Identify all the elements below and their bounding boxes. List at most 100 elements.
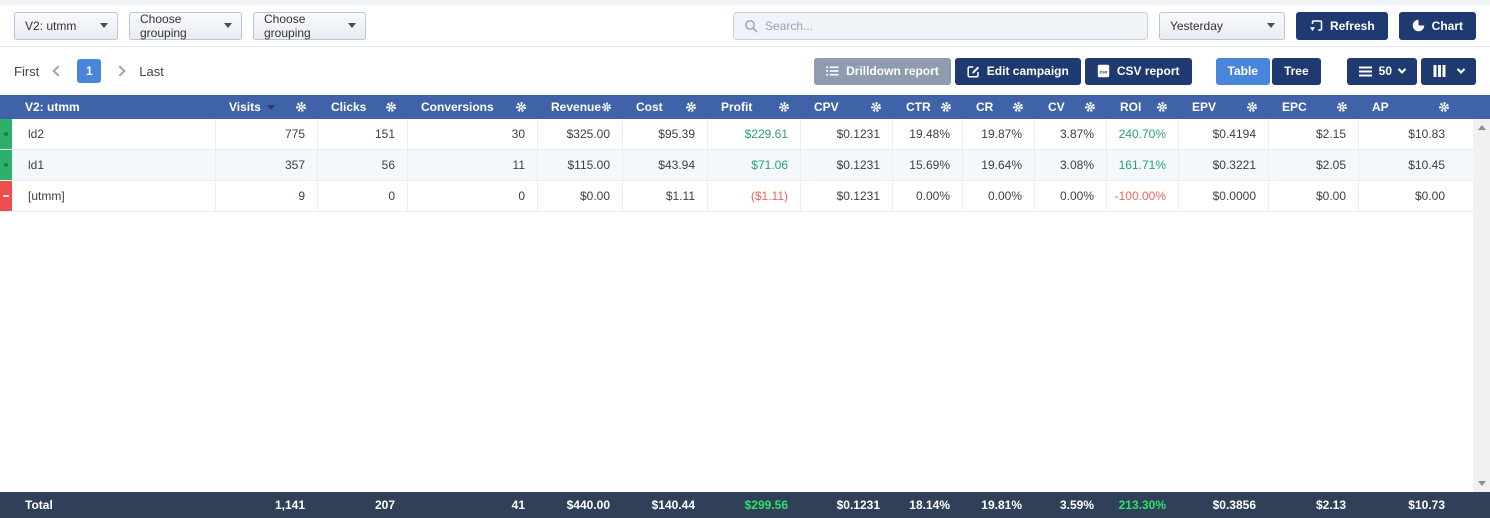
gear-icon[interactable] — [1336, 101, 1348, 113]
column-header-cv[interactable]: CV — [1034, 95, 1106, 119]
cell-profit: $71.06 — [707, 150, 800, 180]
column-header-cr[interactable]: CR — [962, 95, 1034, 119]
total-ctr: 18.14% — [909, 498, 950, 512]
scrollbar-up-button[interactable] — [1473, 119, 1490, 136]
gear-icon[interactable] — [685, 101, 697, 113]
total-label: Total — [25, 498, 53, 512]
cell-profit: ($1.11) — [707, 181, 800, 211]
gear-icon[interactable] — [515, 101, 527, 113]
total-visits: 1,141 — [274, 498, 305, 512]
column-header-revenue[interactable]: Revenue — [537, 95, 622, 119]
column-header-ctr[interactable]: CTR — [892, 95, 962, 119]
gear-icon[interactable] — [601, 101, 612, 113]
status-indicator-up — [0, 119, 12, 149]
pagination-first[interactable]: First — [14, 63, 40, 79]
cell-roi: 240.70% — [1106, 119, 1178, 149]
gear-icon[interactable] — [870, 101, 882, 113]
cell-roi: -100.00% — [1106, 181, 1178, 211]
table-view-label: Table — [1227, 64, 1258, 78]
campaign-filter-select[interactable]: V2: utmm — [14, 11, 118, 40]
column-header-epv[interactable]: EPV — [1178, 95, 1268, 119]
csv-report-button[interactable]: csv CSV report — [1084, 57, 1192, 85]
cell-ctr: 19.48% — [892, 119, 962, 149]
vertical-scrollbar[interactable] — [1473, 119, 1490, 492]
total-revenue: $440.00 — [566, 498, 610, 512]
cell-visits: 775 — [215, 119, 317, 149]
column-header-ap[interactable]: AP — [1358, 95, 1490, 119]
pagination-page-1[interactable]: 1 — [77, 59, 102, 83]
top-strip — [0, 0, 1490, 5]
total-epc: $2.13 — [1315, 498, 1346, 512]
chevron-left-icon[interactable] — [52, 65, 64, 77]
status-dot-icon — [4, 132, 8, 136]
total-epv: $0.3856 — [1212, 498, 1256, 512]
gear-icon[interactable] — [295, 101, 307, 113]
chart-button[interactable]: Chart — [1398, 11, 1476, 40]
gear-icon[interactable] — [385, 101, 397, 113]
gear-icon[interactable] — [1084, 101, 1096, 113]
date-range-select[interactable]: Yesterday — [1158, 11, 1285, 40]
column-header-cost[interactable]: Cost — [622, 95, 707, 119]
search-input[interactable] — [764, 18, 1137, 33]
scrollbar-down-button[interactable] — [1473, 475, 1490, 492]
grouping-select-1[interactable]: Choose grouping — [129, 11, 242, 40]
column-label: Cost — [636, 100, 663, 114]
actions-group: Drilldown report Edit campaign csv CSV r… — [814, 57, 1476, 85]
column-header-roi[interactable]: ROI — [1106, 95, 1178, 119]
edit-pencil-icon — [967, 65, 979, 78]
column-header-name[interactable]: V2: utmm — [0, 95, 215, 119]
cell-epv: $0.4194 — [1178, 119, 1268, 149]
cell-visits: 9 — [215, 181, 317, 211]
column-header-conversions[interactable]: Conversions — [407, 95, 537, 119]
total-cpv: $0.1231 — [836, 498, 880, 512]
gear-icon[interactable] — [940, 101, 952, 113]
refresh-label: Refresh — [1329, 18, 1375, 33]
column-label: EPV — [1192, 100, 1217, 114]
grouping-select-2[interactable]: Choose grouping — [253, 11, 366, 40]
column-label: V2: utmm — [25, 100, 80, 114]
total-conversions: 41 — [511, 498, 525, 512]
status-dash-icon — [3, 195, 9, 197]
pagination-last[interactable]: Last — [139, 63, 164, 79]
refresh-icon — [1309, 20, 1323, 31]
chevron-right-icon[interactable] — [114, 65, 126, 77]
column-header-visits[interactable]: Visits — [215, 95, 317, 119]
row-name: ld1 — [28, 158, 45, 172]
total-row: Total 1,141 207 41 $440.00 $140.44 $299.… — [0, 492, 1490, 518]
rows-per-page-button[interactable]: 50 — [1346, 57, 1417, 85]
table-view-button[interactable]: Table — [1215, 57, 1270, 85]
column-header-cpv[interactable]: CPV — [800, 95, 892, 119]
cell-clicks: 0 — [317, 181, 407, 211]
drilldown-report-button[interactable]: Drilldown report — [814, 57, 951, 85]
cell-cost: $95.39 — [622, 119, 707, 149]
column-header-epc[interactable]: EPC — [1268, 95, 1358, 119]
gear-icon[interactable] — [1246, 101, 1258, 113]
sort-caret-icon — [266, 104, 275, 110]
gear-icon[interactable] — [1012, 101, 1024, 113]
column-header-clicks[interactable]: Clicks — [317, 95, 407, 119]
cell-cr: 19.87% — [962, 119, 1034, 149]
cell-epv: $0.0000 — [1178, 181, 1268, 211]
drilldown-list-icon — [826, 66, 839, 76]
table-row[interactable]: [utmm] 9 0 0 $0.00 $1.11 ($1.11) $0.1231… — [0, 181, 1473, 212]
tree-view-button[interactable]: Tree — [1271, 57, 1321, 85]
refresh-button[interactable]: Refresh — [1295, 11, 1388, 40]
column-header-profit[interactable]: Profit — [707, 95, 800, 119]
table-row[interactable]: ld1 357 56 11 $115.00 $43.94 $71.06 $0.1… — [0, 150, 1473, 181]
gear-icon[interactable] — [1438, 101, 1450, 113]
total-ap: $10.73 — [1408, 498, 1445, 512]
table-row[interactable]: ld2 775 151 30 $325.00 $95.39 $229.61 $0… — [0, 119, 1473, 150]
caret-down-icon — [1266, 23, 1275, 28]
table-body: ld2 775 151 30 $325.00 $95.39 $229.61 $0… — [0, 119, 1490, 492]
total-profit: $299.56 — [744, 498, 788, 512]
gear-icon[interactable] — [1156, 101, 1168, 113]
gear-icon[interactable] — [778, 101, 790, 113]
columns-settings-button[interactable] — [1421, 57, 1476, 85]
cell-epc: $2.05 — [1268, 150, 1358, 180]
pie-chart-icon — [1412, 19, 1424, 32]
cell-ap: $10.45 — [1358, 150, 1473, 180]
csv-file-icon: csv — [1097, 64, 1110, 78]
column-label: CTR — [906, 100, 931, 114]
edit-campaign-button[interactable]: Edit campaign — [954, 57, 1081, 85]
